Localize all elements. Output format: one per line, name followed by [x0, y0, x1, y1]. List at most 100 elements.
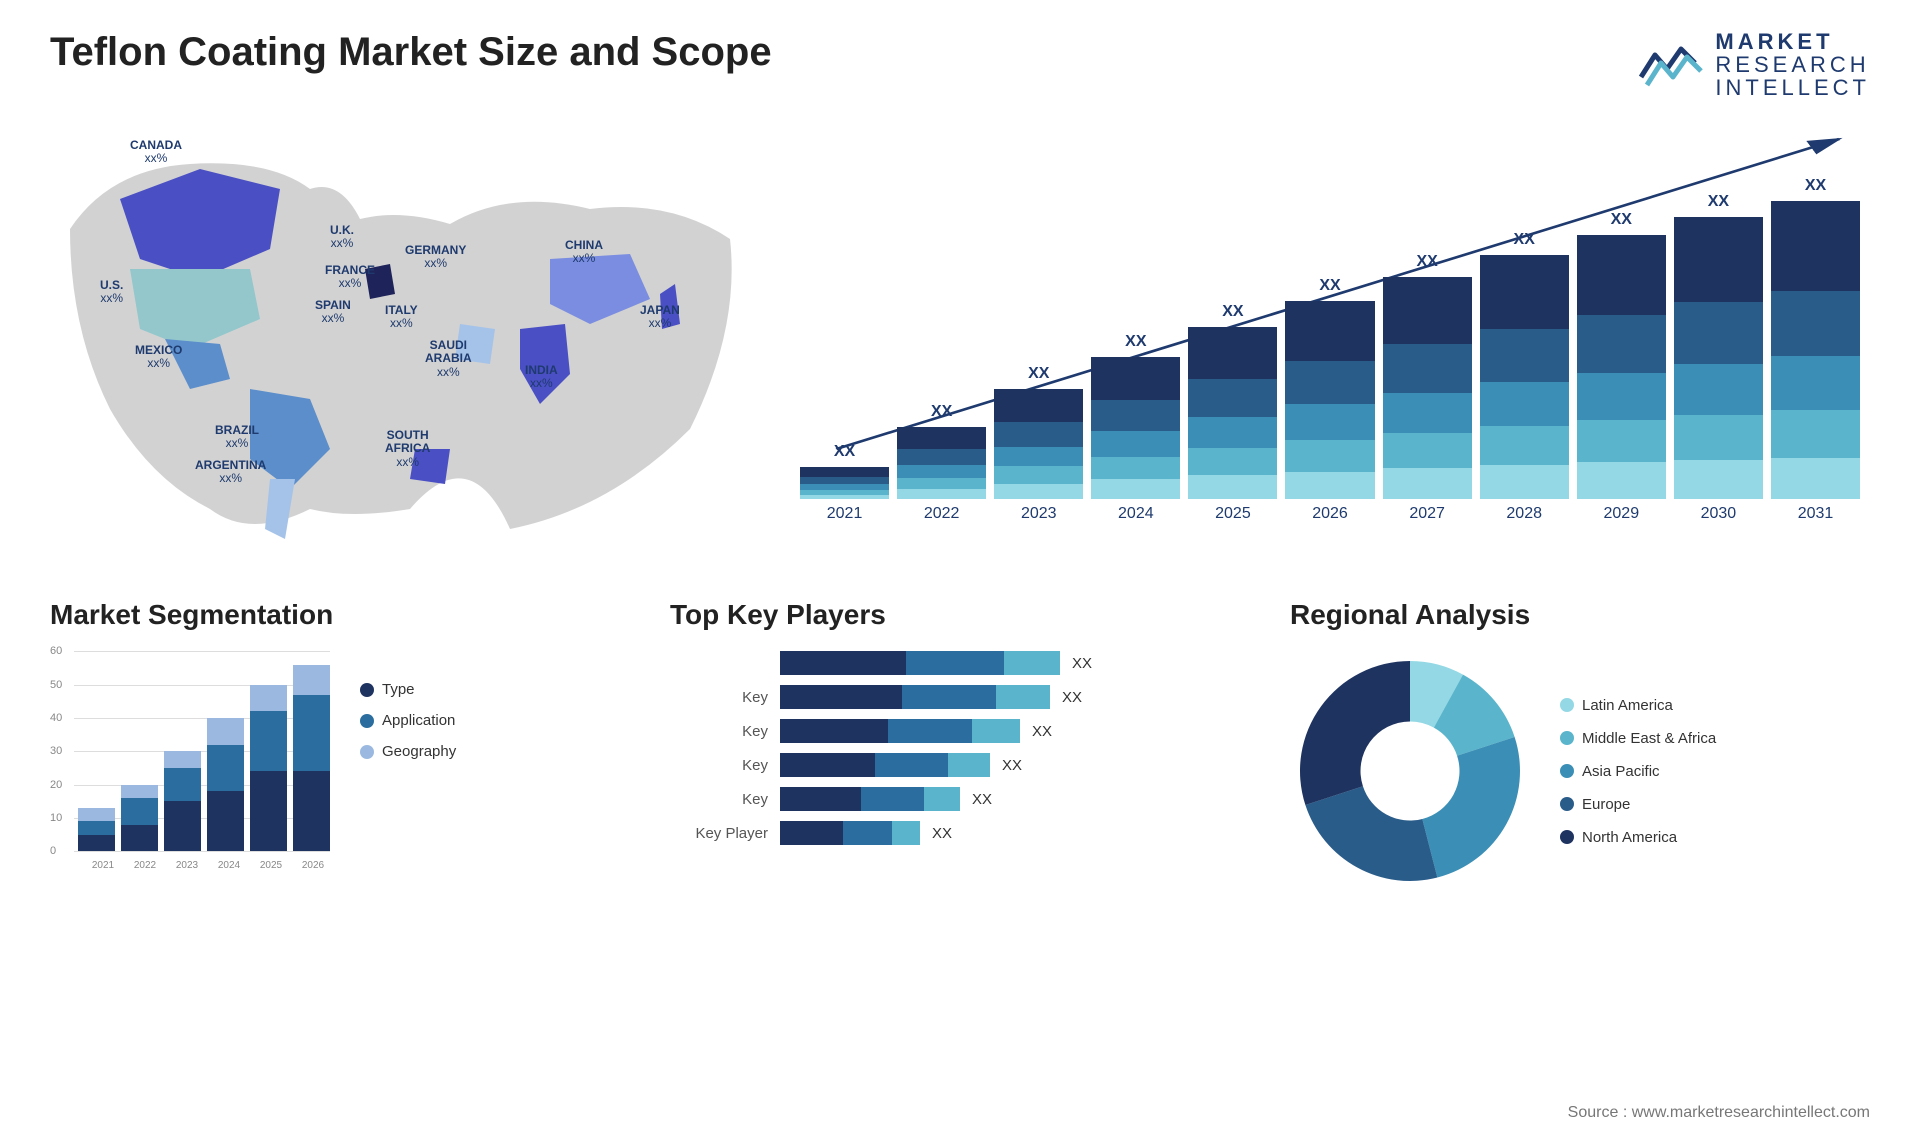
forecast-xlabel: 2023: [994, 505, 1083, 523]
forecast-seg: [1383, 393, 1472, 433]
forecast-seg: [1771, 201, 1860, 290]
logo-line3: INTELLECT: [1715, 76, 1870, 99]
forecast-seg: [1577, 462, 1666, 499]
seg-seg: [293, 771, 330, 851]
legend-label: Latin America: [1582, 697, 1673, 714]
legend-dot: [360, 683, 374, 697]
kp-seg: [780, 753, 875, 777]
seg-seg: [250, 771, 287, 851]
kp-seg: [875, 753, 949, 777]
map-label-u-k-: U.K.xx%: [330, 224, 354, 250]
forecast-seg: [1674, 460, 1763, 499]
forecast-seg: [1383, 468, 1472, 499]
forecast-seg: [1188, 327, 1277, 379]
forecast-xlabel: 2021: [800, 505, 889, 523]
forecast-seg: [1480, 255, 1569, 328]
forecast-seg: [897, 478, 986, 490]
seg-legend-item: Geography: [360, 743, 456, 760]
donut-slice-europe: [1305, 787, 1437, 882]
seg-ytick: 60: [50, 645, 62, 657]
forecast-seg: [800, 467, 889, 477]
forecast-seg: [994, 389, 1083, 422]
logo-icon: [1639, 41, 1703, 89]
forecast-seg: [1285, 404, 1374, 440]
segmentation-chart: 0102030405060202120222023202420252026: [50, 651, 330, 871]
kp-label: Key Player: [670, 825, 780, 842]
forecast-seg: [897, 427, 986, 449]
kp-label: Key: [670, 791, 780, 808]
forecast-xlabel: 2025: [1188, 505, 1277, 523]
segmentation-panel: Market Segmentation 01020304050602021202…: [50, 599, 630, 891]
kp-seg: [924, 787, 960, 811]
forecast-seg: [1771, 356, 1860, 410]
map-label-japan: JAPANxx%: [640, 304, 680, 330]
legend-label: Type: [382, 681, 415, 698]
forecast-chart: XXXXXXXXXXXXXXXXXXXXXX 20212022202320242…: [790, 129, 1870, 549]
forecast-seg: [1674, 217, 1763, 302]
legend-label: North America: [1582, 829, 1677, 846]
forecast-value: XX: [1188, 303, 1277, 321]
kp-seg: [888, 719, 972, 743]
legend-dot: [360, 745, 374, 759]
forecast-seg: [1480, 426, 1569, 465]
seg-bar-2025: [250, 685, 287, 852]
map-label-mexico: MEXICOxx%: [135, 344, 182, 370]
kp-value: XX: [1032, 723, 1052, 740]
kp-value: XX: [932, 825, 952, 842]
forecast-seg: [1674, 415, 1763, 460]
kp-seg: [948, 753, 990, 777]
forecast-bar-2027: XX: [1383, 277, 1472, 499]
forecast-value: XX: [1674, 193, 1763, 211]
kp-row: Key Player XX: [670, 821, 1250, 845]
forecast-bar-2022: XX: [897, 427, 986, 499]
donut-slice-asia-pacific: [1422, 737, 1520, 878]
forecast-bar-2031: XX: [1771, 201, 1860, 499]
seg-xlabel: 2022: [124, 860, 166, 871]
kp-bar: [780, 821, 920, 845]
forecast-seg: [1091, 431, 1180, 457]
forecast-seg: [994, 422, 1083, 446]
forecast-seg: [1674, 364, 1763, 415]
forecast-seg: [1771, 291, 1860, 357]
forecast-seg: [1674, 302, 1763, 364]
forecast-bar-2029: XX: [1577, 235, 1666, 499]
kp-row: XX: [670, 651, 1250, 675]
seg-bar-2026: [293, 665, 330, 852]
forecast-seg: [1480, 329, 1569, 383]
forecast-bar-2021: XX: [800, 467, 889, 499]
forecast-seg: [1480, 382, 1569, 426]
donut-legend-item: Middle East & Africa: [1560, 730, 1716, 747]
logo-line2: RESEARCH: [1715, 53, 1870, 76]
regional-legend: Latin AmericaMiddle East & AfricaAsia Pa…: [1560, 697, 1716, 846]
map-label-france: FRANCExx%: [325, 264, 375, 290]
forecast-seg: [1771, 410, 1860, 458]
forecast-seg: [897, 465, 986, 478]
seg-bar-2023: [164, 751, 201, 851]
kp-label: Key: [670, 723, 780, 740]
segmentation-title: Market Segmentation: [50, 599, 630, 631]
kp-value: XX: [972, 791, 992, 808]
kp-seg: [861, 787, 924, 811]
seg-ytick: 50: [50, 679, 62, 691]
forecast-seg: [1188, 475, 1277, 499]
forecast-bar-2023: XX: [994, 389, 1083, 499]
forecast-seg: [800, 477, 889, 484]
kp-seg: [996, 685, 1050, 709]
legend-dot: [1560, 731, 1574, 745]
legend-dot: [1560, 797, 1574, 811]
forecast-seg: [1091, 479, 1180, 499]
kp-seg: [780, 787, 861, 811]
forecast-seg: [1285, 301, 1374, 360]
seg-seg: [250, 685, 287, 712]
kp-seg: [843, 821, 892, 845]
kp-value: XX: [1062, 689, 1082, 706]
legend-dot: [360, 714, 374, 728]
regional-title: Regional Analysis: [1290, 599, 1870, 631]
kp-seg: [1004, 651, 1060, 675]
map-label-brazil: BRAZILxx%: [215, 424, 259, 450]
forecast-value: XX: [1091, 333, 1180, 351]
forecast-seg: [1091, 357, 1180, 400]
map-label-u-s-: U.S.xx%: [100, 279, 123, 305]
kp-value: XX: [1072, 655, 1092, 672]
seg-seg: [78, 821, 115, 834]
